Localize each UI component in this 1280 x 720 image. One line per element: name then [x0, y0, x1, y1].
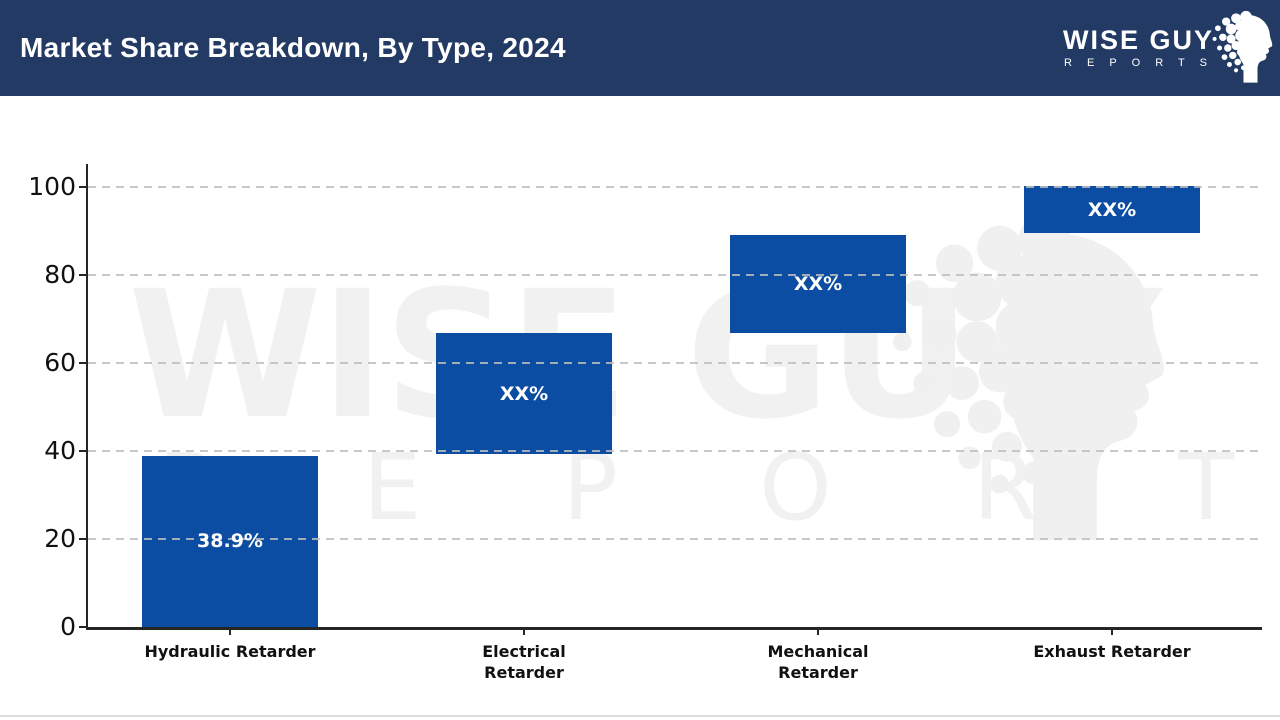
logo-wordmark: WISE GUY [1062, 25, 1214, 55]
x-category-label-line: Mechanical [767, 642, 869, 661]
x-tick-mark [523, 627, 525, 635]
x-tick-mark [817, 627, 819, 635]
wise-guy-logo: WISE GUY R E P O R T S [1063, 4, 1274, 92]
x-category-label-line: Retarder [484, 663, 564, 682]
x-tick-mark [229, 627, 231, 635]
logo-text: WISE GUY R E P O R T S [1063, 26, 1214, 70]
y-tick-mark [79, 626, 87, 628]
bar-value-label: XX% [1087, 198, 1137, 221]
y-tick-label: 0 [60, 612, 76, 641]
x-category-label-line: Retarder [778, 663, 858, 682]
y-tick-label: 20 [44, 524, 76, 553]
bar-segment [436, 333, 612, 455]
page-title: Market Share Breakdown, By Type, 2024 [20, 32, 566, 63]
y-tick-label: 60 [44, 348, 76, 377]
y-axis-spine [86, 164, 88, 629]
bar-value-label: XX% [793, 272, 843, 295]
y-tick-label: 80 [44, 260, 76, 289]
bottom-divider [0, 715, 1280, 717]
bar-segment [142, 455, 318, 627]
y-tick-mark [79, 362, 87, 364]
bar-segment [730, 234, 906, 334]
y-tick-label: 100 [28, 172, 76, 201]
x-tick-mark [1111, 627, 1113, 635]
x-category-label-line: Exhaust Retarder [1033, 642, 1191, 661]
header-bar: Market Share Breakdown, By Type, 2024 WI… [0, 0, 1280, 96]
y-tick-label: 40 [44, 436, 76, 465]
y-tick-mark [79, 538, 87, 540]
x-category-label: Hydraulic Retarder [110, 641, 350, 662]
logo-subtitle: R E P O R T S [1064, 57, 1213, 69]
x-category-label: Electrical Retarder [404, 641, 644, 683]
x-category-label-line: Electrical [482, 642, 566, 661]
bar-segment [1024, 186, 1200, 234]
y-tick-mark [79, 186, 87, 188]
y-tick-mark [79, 274, 87, 276]
bar-value-label: 38.9% [197, 530, 263, 553]
y-tick-mark [79, 450, 87, 452]
x-category-label: Exhaust Retarder [992, 641, 1232, 662]
bar-value-label: XX% [499, 382, 549, 405]
x-axis-spine [86, 627, 1262, 630]
x-category-label: Mechanical Retarder [698, 641, 938, 683]
x-category-label-line: Hydraulic Retarder [144, 642, 316, 661]
